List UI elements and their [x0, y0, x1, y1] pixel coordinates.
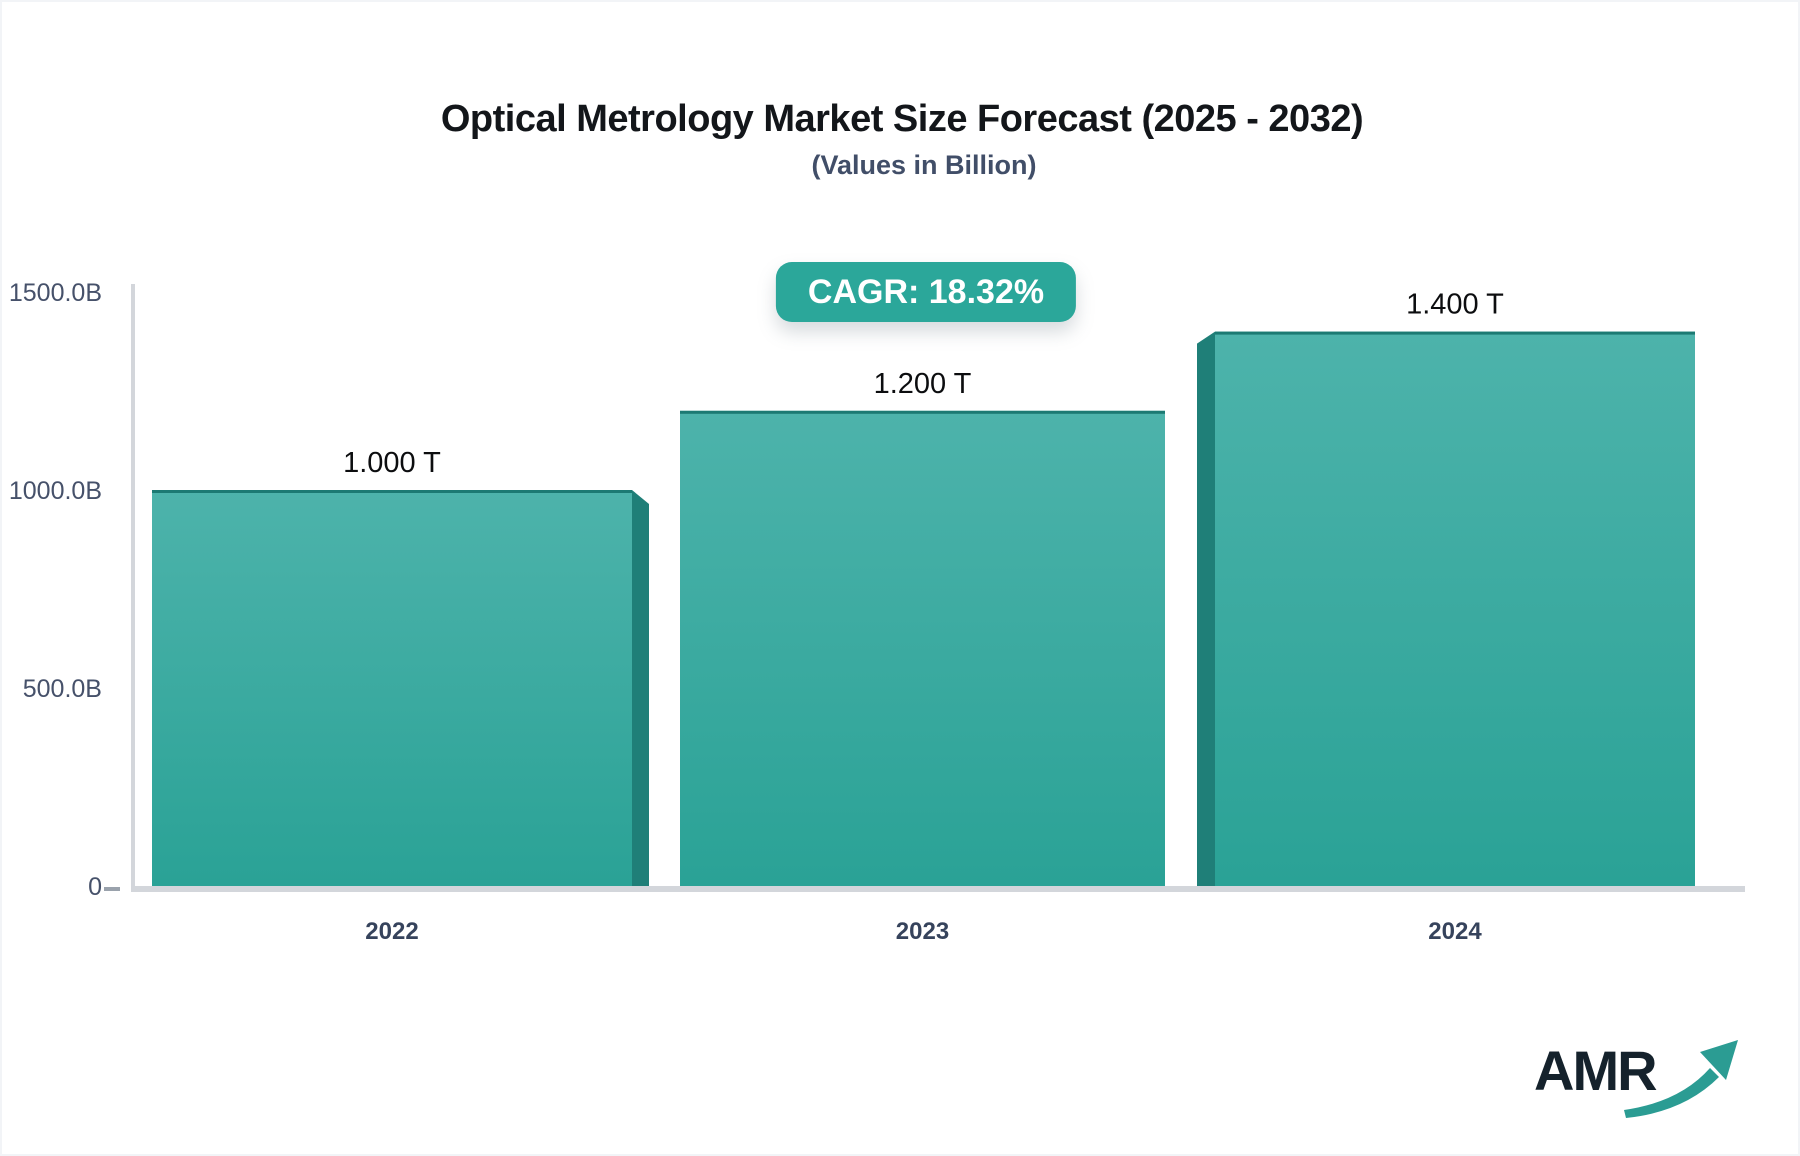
- bar-2024: [1215, 331, 1695, 887]
- bar-top-edge: [1215, 331, 1695, 335]
- chart-title: Optical Metrology Market Size Forecast (…: [440, 98, 1364, 140]
- bar-value-label: 1.000 T: [343, 447, 441, 479]
- zero-tick-mark: [104, 887, 120, 891]
- x-category-label: 2023: [896, 918, 949, 945]
- bar-2023: [680, 410, 1165, 886]
- bar-top-edge: [152, 490, 632, 493]
- bar-side-face: [1197, 331, 1215, 887]
- bar-value-label: 1.400 T: [1406, 289, 1504, 321]
- bar-side-face: [632, 490, 649, 886]
- growth-arrow-tail: [1624, 1068, 1719, 1118]
- y-tick-label: 1500.0B: [9, 279, 102, 307]
- bar-value-label: 1.200 T: [874, 368, 972, 400]
- growth-arrow-icon: [1624, 1040, 1738, 1118]
- chart-subtitle: (Values in Billion): [811, 150, 1037, 180]
- y-axis-line: [131, 284, 135, 892]
- amr-logo-text: AMR: [1534, 1039, 1658, 1102]
- bar-2022: [152, 490, 632, 886]
- y-tick-label: 0: [88, 873, 102, 901]
- cagr-badge: CAGR: 18.32%: [775, 262, 1077, 322]
- y-tick-label: 500.0B: [23, 675, 102, 703]
- bar-top-edge: [680, 410, 1165, 414]
- x-axis-line: [131, 886, 1745, 892]
- x-category-label: 2024: [1428, 918, 1482, 945]
- y-tick-label: 1000.0B: [9, 477, 102, 505]
- amr-logo: AMR: [1534, 1032, 1774, 1132]
- x-category-label: 2022: [365, 918, 418, 945]
- growth-arrow-head: [1700, 1040, 1738, 1080]
